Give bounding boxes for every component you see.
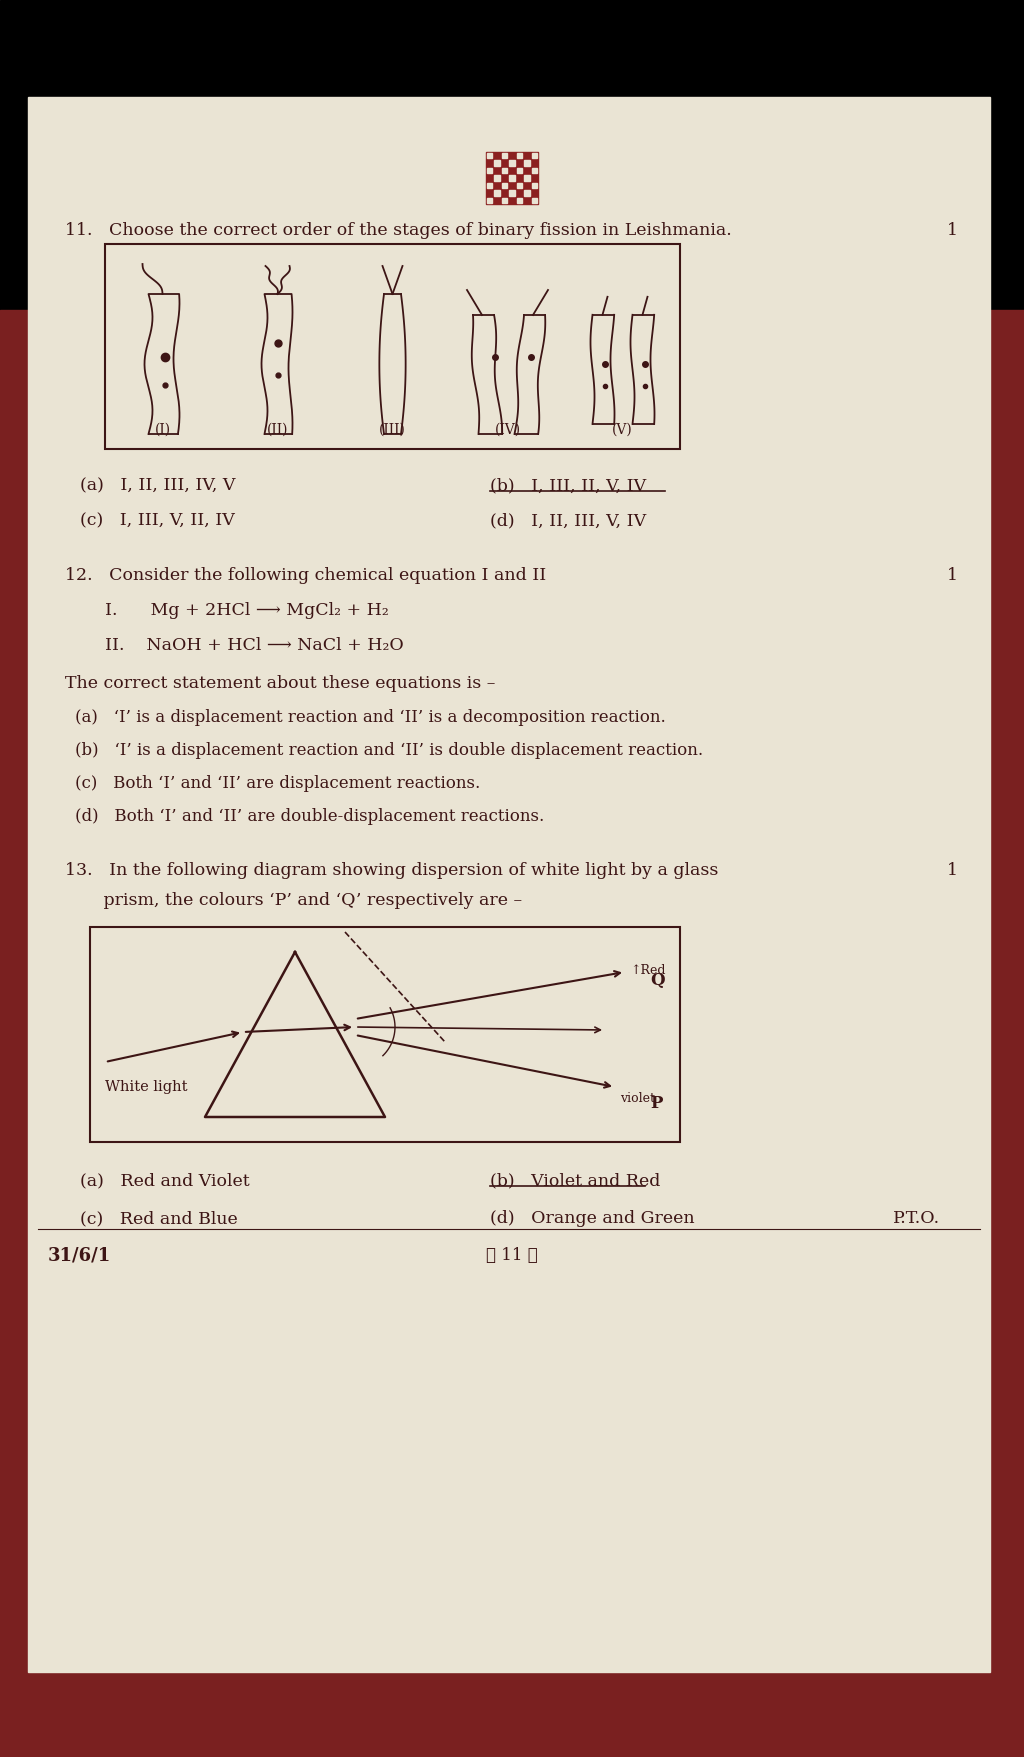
- Bar: [531, 169, 537, 174]
- Text: violet: violet: [620, 1093, 655, 1105]
- Bar: [531, 153, 537, 158]
- Bar: [90, 928, 680, 1142]
- Text: (b)   I, III, II, V, IV: (b) I, III, II, V, IV: [490, 476, 646, 494]
- Text: 11.   Choose the correct order of the stages of binary fission in Leishmania.: 11. Choose the correct order of the stag…: [65, 221, 732, 239]
- Text: P: P: [650, 1095, 663, 1112]
- Text: prism, the colours ‘P’ and ‘Q’ respectively are –: prism, the colours ‘P’ and ‘Q’ respectiv…: [65, 893, 522, 908]
- Text: II.    NaOH + HCl ⟶ NaCl + H₂O: II. NaOH + HCl ⟶ NaCl + H₂O: [105, 638, 403, 654]
- Text: The correct statement about these equations is –: The correct statement about these equati…: [65, 675, 496, 692]
- Text: (d)   I, II, III, V, IV: (d) I, II, III, V, IV: [490, 511, 646, 529]
- Bar: [502, 197, 507, 204]
- Bar: [517, 183, 522, 188]
- Text: (I): (I): [155, 423, 171, 437]
- Bar: [524, 160, 529, 165]
- Text: 1: 1: [947, 568, 958, 583]
- Text: ↑Red: ↑Red: [630, 965, 666, 977]
- Bar: [487, 153, 493, 158]
- Bar: [502, 183, 507, 188]
- Bar: [495, 176, 500, 181]
- Text: Q: Q: [650, 972, 665, 989]
- Text: (d)   Orange and Green: (d) Orange and Green: [490, 1211, 694, 1226]
- Text: (d)   Both ‘I’ and ‘II’ are double-displacement reactions.: (d) Both ‘I’ and ‘II’ are double-displac…: [75, 808, 544, 826]
- Bar: [517, 169, 522, 174]
- Text: P.T.O.: P.T.O.: [893, 1211, 940, 1226]
- Bar: [502, 169, 507, 174]
- Text: (c)   Red and Blue: (c) Red and Blue: [80, 1211, 238, 1226]
- Text: (V): (V): [612, 423, 633, 437]
- Text: (c)   I, III, V, II, IV: (c) I, III, V, II, IV: [80, 511, 234, 529]
- Text: (c)   Both ‘I’ and ‘II’ are displacement reactions.: (c) Both ‘I’ and ‘II’ are displacement r…: [75, 775, 480, 792]
- Bar: [105, 244, 680, 450]
- Bar: [509, 176, 515, 181]
- Text: (II): (II): [266, 423, 288, 437]
- Bar: [531, 183, 537, 188]
- Bar: [502, 153, 507, 158]
- Text: 13.   In the following diagram showing dispersion of white light by a glass: 13. In the following diagram showing dis…: [65, 863, 719, 878]
- Bar: [517, 153, 522, 158]
- Text: (b)   Violet and Red: (b) Violet and Red: [490, 1172, 660, 1189]
- Bar: [524, 176, 529, 181]
- Text: (a)   ‘I’ is a displacement reaction and ‘II’ is a decomposition reaction.: (a) ‘I’ is a displacement reaction and ‘…: [75, 710, 666, 726]
- Bar: [517, 197, 522, 204]
- Text: (IV): (IV): [495, 423, 520, 437]
- Bar: [487, 183, 493, 188]
- Text: 1: 1: [947, 863, 958, 878]
- Text: (III): (III): [379, 423, 406, 437]
- Bar: [509, 190, 515, 195]
- Bar: [509, 160, 515, 165]
- Text: I.      Mg + 2HCl ⟶ MgCl₂ + H₂: I. Mg + 2HCl ⟶ MgCl₂ + H₂: [105, 603, 389, 618]
- Text: (b)   ‘I’ is a displacement reaction and ‘II’ is double displacement reaction.: (b) ‘I’ is a displacement reaction and ‘…: [75, 741, 703, 759]
- Bar: [495, 160, 500, 165]
- Text: 31/6/1: 31/6/1: [48, 1247, 112, 1265]
- Bar: [524, 190, 529, 195]
- Text: 12.   Consider the following chemical equation I and II: 12. Consider the following chemical equa…: [65, 568, 546, 583]
- Text: ❖ 11 ❖: ❖ 11 ❖: [486, 1247, 538, 1263]
- Bar: [487, 169, 493, 174]
- Text: (a)   Red and Violet: (a) Red and Violet: [80, 1172, 250, 1189]
- Bar: [487, 197, 493, 204]
- Bar: [531, 197, 537, 204]
- Text: 1: 1: [947, 221, 958, 239]
- Bar: [28, 97, 990, 1673]
- Bar: [495, 190, 500, 195]
- Text: (a)   I, II, III, IV, V: (a) I, II, III, IV, V: [80, 476, 236, 494]
- Bar: [0, 309, 1024, 1757]
- Bar: [0, 0, 1024, 309]
- Bar: [486, 153, 538, 204]
- Text: White light: White light: [105, 1081, 187, 1095]
